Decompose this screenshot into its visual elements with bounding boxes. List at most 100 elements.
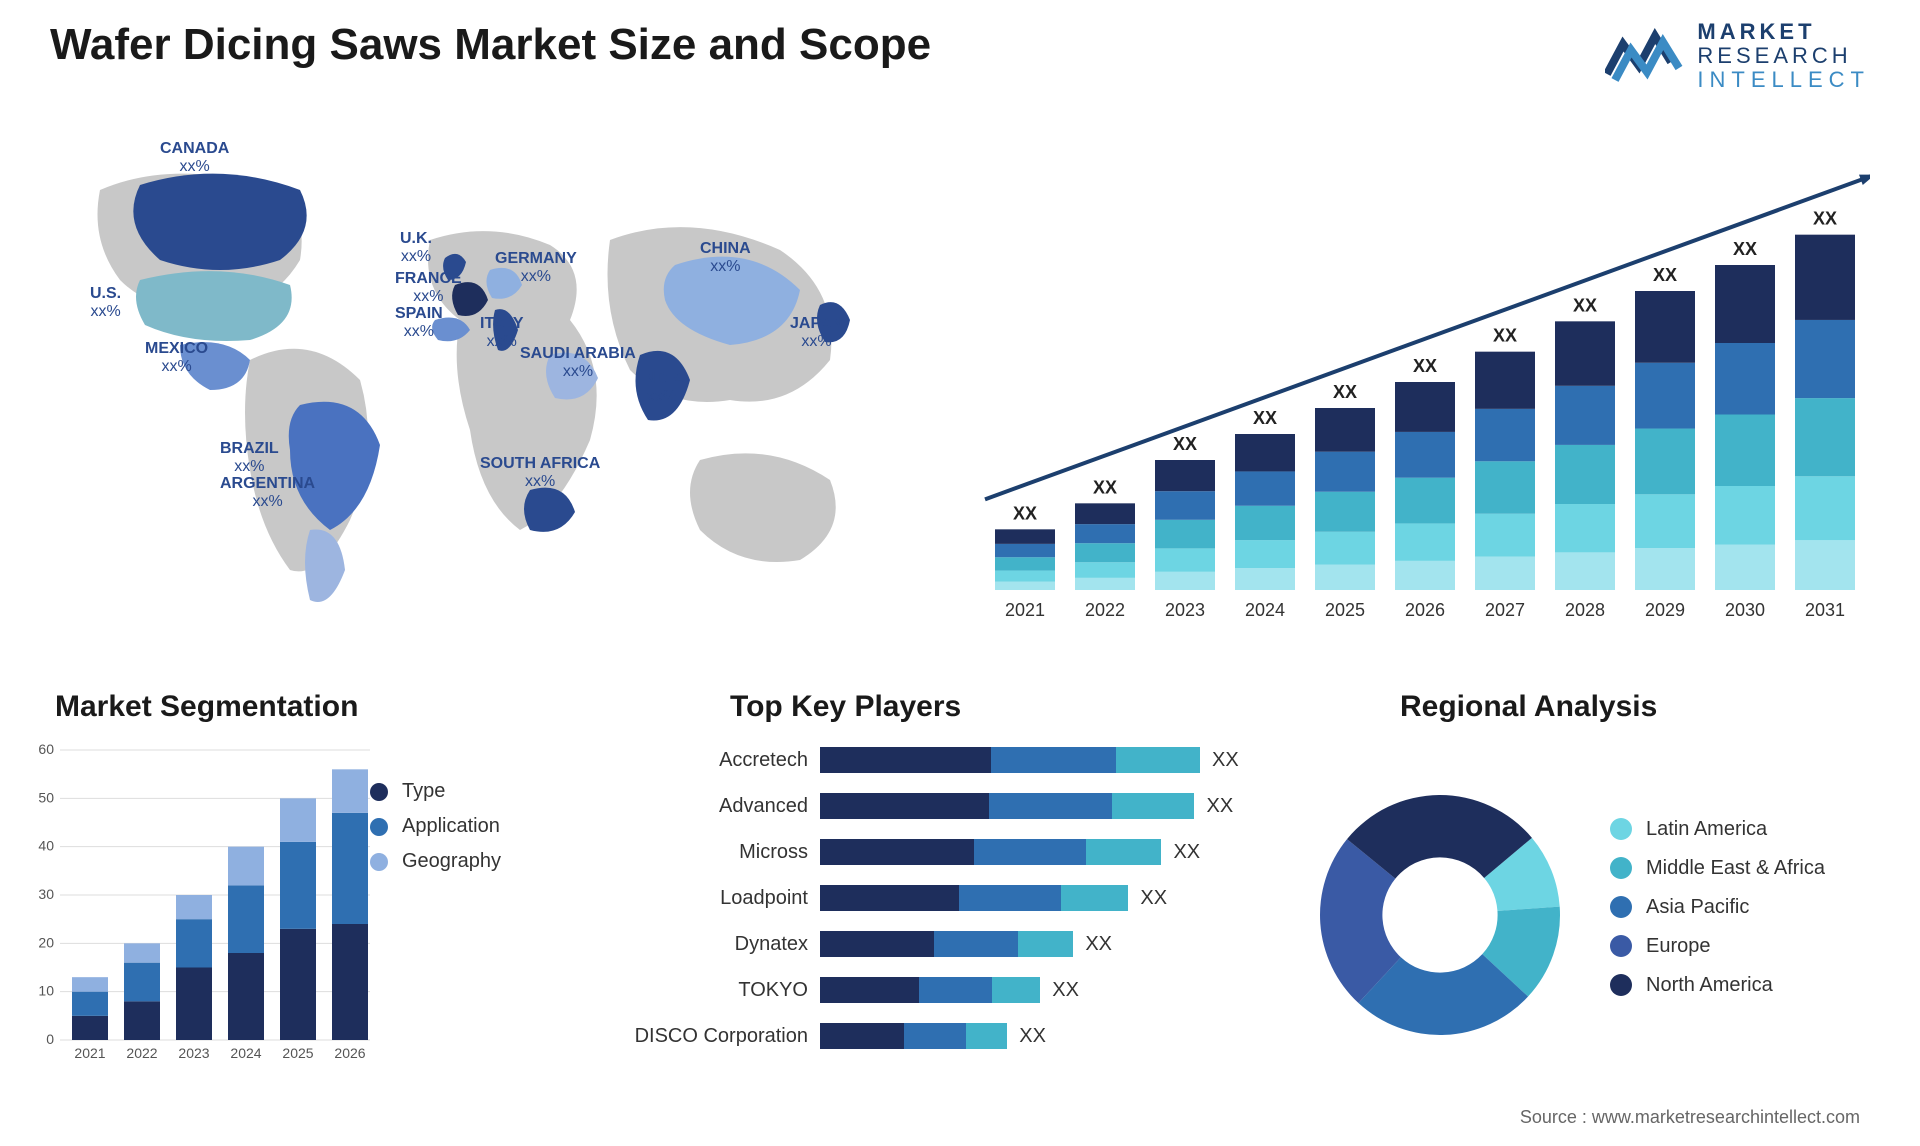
svg-text:2026: 2026 [1405,600,1445,620]
svg-text:2025: 2025 [1325,600,1365,620]
player-value: XX [1206,795,1233,818]
map-label: FRANCExx% [395,270,462,305]
map-label: U.S.xx% [90,285,121,320]
map-label: MEXICOxx% [145,340,208,375]
donut-svg [1300,775,1580,1055]
svg-text:2024: 2024 [1245,600,1285,620]
key-players-heading: Top Key Players [730,690,961,724]
player-row: Accretech XX [620,740,1260,780]
svg-text:2023: 2023 [178,1045,209,1061]
svg-text:XX: XX [1733,239,1757,259]
svg-text:2025: 2025 [282,1045,313,1061]
svg-text:XX: XX [1413,356,1437,376]
player-bar [820,747,1200,773]
logo-text: MARKET RESEARCH INTELLECT [1697,20,1870,93]
growth-chart: XX2021XX2022XX2023XX2024XX2025XX2026XX20… [960,150,1870,630]
svg-text:20: 20 [38,934,54,950]
svg-text:10: 10 [38,983,54,999]
player-bar [820,977,1040,1003]
svg-text:30: 30 [38,886,54,902]
player-row: Dynatex XX [620,924,1260,964]
map-label: CHINAxx% [700,240,751,275]
growth-chart-svg: XX2021XX2022XX2023XX2024XX2025XX2026XX20… [960,150,1870,630]
player-row: AdvancedXX [620,786,1260,826]
regional-heading: Regional Analysis [1400,690,1657,724]
svg-text:2031: 2031 [1805,600,1845,620]
player-bar [820,1023,1007,1049]
player-value: XX [1085,933,1112,956]
svg-text:XX: XX [1573,295,1597,315]
svg-text:60: 60 [38,741,54,757]
legend-item: Geography [370,850,501,873]
svg-text:XX: XX [1013,503,1037,523]
legend-item: Type [370,780,501,803]
player-bar [820,931,1073,957]
legend-item: Latin America [1610,818,1825,841]
player-label: Accretech [620,749,820,772]
map-label: GERMANYxx% [495,250,577,285]
legend-item: North America [1610,974,1825,997]
segmentation-svg: 0102030405060202120222023202420252026 [30,740,370,1070]
svg-text:2029: 2029 [1645,600,1685,620]
svg-text:XX: XX [1653,265,1677,285]
svg-text:XX: XX [1253,408,1277,428]
map-svg [50,130,930,650]
regional-analysis: Latin America Middle East & Africa Asia Pa… [1300,740,1880,1090]
map-label: SAUDI ARABIAxx% [520,345,636,380]
map-label: CANADAxx% [160,140,229,175]
source-text: Source : www.marketresearchintellect.com [1520,1107,1860,1128]
legend-item: Middle East & Africa [1610,857,1825,880]
svg-text:XX: XX [1813,209,1837,229]
player-row: TOKYO XX [620,970,1260,1010]
player-bar [820,839,1161,865]
legend-item: Europe [1610,935,1825,958]
player-row: DISCO Corporation XX [620,1016,1260,1056]
svg-text:XX: XX [1333,382,1357,402]
player-bar [820,793,1194,819]
header: Wafer Dicing Saws Market Size and Scope … [50,20,1870,93]
map-label: INDIAxx% [640,370,684,405]
map-label: SPAINxx% [395,305,443,340]
svg-text:0: 0 [46,1031,54,1047]
donut-chart [1300,775,1580,1055]
svg-text:2030: 2030 [1725,600,1765,620]
player-row: MicrossXX [620,832,1260,872]
svg-text:2022: 2022 [1085,600,1125,620]
logo-mark-icon [1605,26,1685,86]
svg-text:2028: 2028 [1565,600,1605,620]
logo-line1: MARKET [1697,20,1870,44]
regional-legend: Latin America Middle East & Africa Asia Pa… [1610,818,1825,1013]
player-label: Dynatex [620,933,820,956]
player-value: XX [1052,979,1079,1002]
svg-text:2021: 2021 [1005,600,1045,620]
segmentation-heading: Market Segmentation [55,690,358,724]
svg-text:2026: 2026 [334,1045,365,1061]
logo-line3: INTELLECT [1697,68,1870,92]
svg-text:50: 50 [38,789,54,805]
world-map: CANADAxx% U.S.xx% MEXICOxx% BRAZILxx%ARGENT… [50,130,930,650]
map-label: ARGENTINAxx% [220,475,315,510]
player-value: XX [1019,1025,1046,1048]
logo-line2: RESEARCH [1697,44,1870,68]
player-label: TOKYO [620,979,820,1002]
legend-item: Asia Pacific [1610,896,1825,919]
player-label: Micross [620,841,820,864]
player-value: XX [1212,749,1239,772]
player-value: XX [1140,887,1167,910]
svg-text:2027: 2027 [1485,600,1525,620]
svg-text:40: 40 [38,838,54,854]
player-label: Loadpoint [620,887,820,910]
player-label: DISCO Corporation [620,1025,820,1048]
map-label: SOUTH AFRICAxx% [480,455,600,490]
key-players: AccretechXXAdvancedXXMicrossXXLoadpointX… [620,740,1260,1090]
svg-text:XX: XX [1493,326,1517,346]
map-label: U.K.xx% [400,230,432,265]
svg-text:2022: 2022 [126,1045,157,1061]
logo: MARKET RESEARCH INTELLECT [1605,20,1870,93]
svg-text:XX: XX [1093,477,1117,497]
map-label: JAPANxx% [790,315,843,350]
segmentation-legend: TypeApplicationGeography [370,780,501,885]
map-label: ITALYxx% [480,315,524,350]
page-title: Wafer Dicing Saws Market Size and Scope [50,20,931,70]
map-label: BRAZILxx% [220,440,279,475]
